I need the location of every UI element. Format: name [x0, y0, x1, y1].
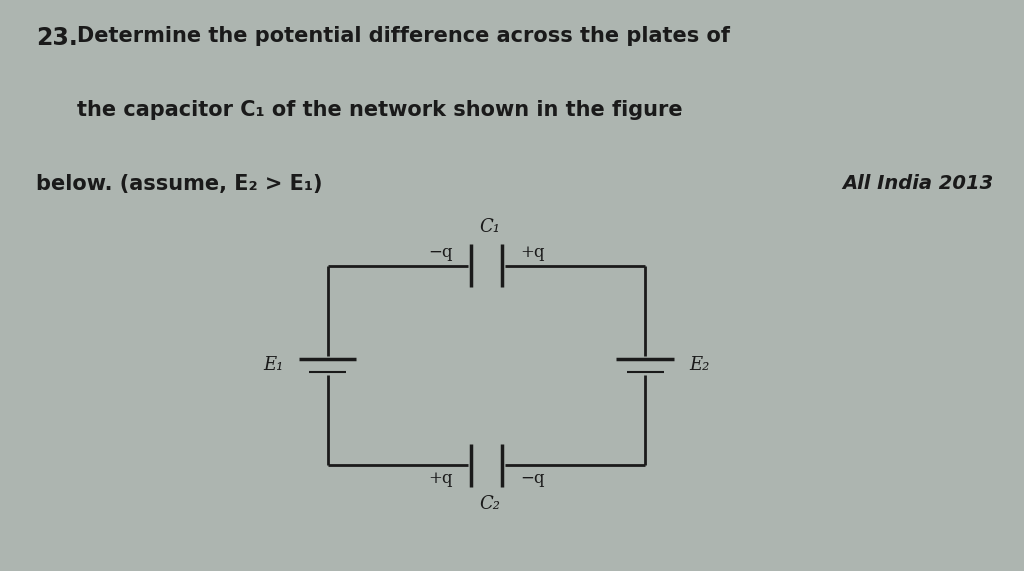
Text: −q: −q [428, 244, 453, 261]
Text: −q: −q [520, 470, 545, 487]
Text: +q: +q [428, 470, 453, 487]
Text: below. (assume, E₂ > E₁): below. (assume, E₂ > E₁) [36, 174, 323, 194]
Text: the capacitor C₁ of the network shown in the figure: the capacitor C₁ of the network shown in… [77, 100, 682, 120]
Text: All India 2013: All India 2013 [842, 174, 993, 193]
Text: Determine the potential difference across the plates of: Determine the potential difference acros… [77, 26, 730, 46]
Text: +q: +q [520, 244, 545, 261]
Text: E₁: E₁ [263, 356, 284, 375]
Text: E₂: E₂ [689, 356, 710, 375]
Text: C₁: C₁ [479, 218, 500, 236]
Text: 23.: 23. [36, 26, 78, 50]
Text: C₂: C₂ [479, 495, 500, 513]
